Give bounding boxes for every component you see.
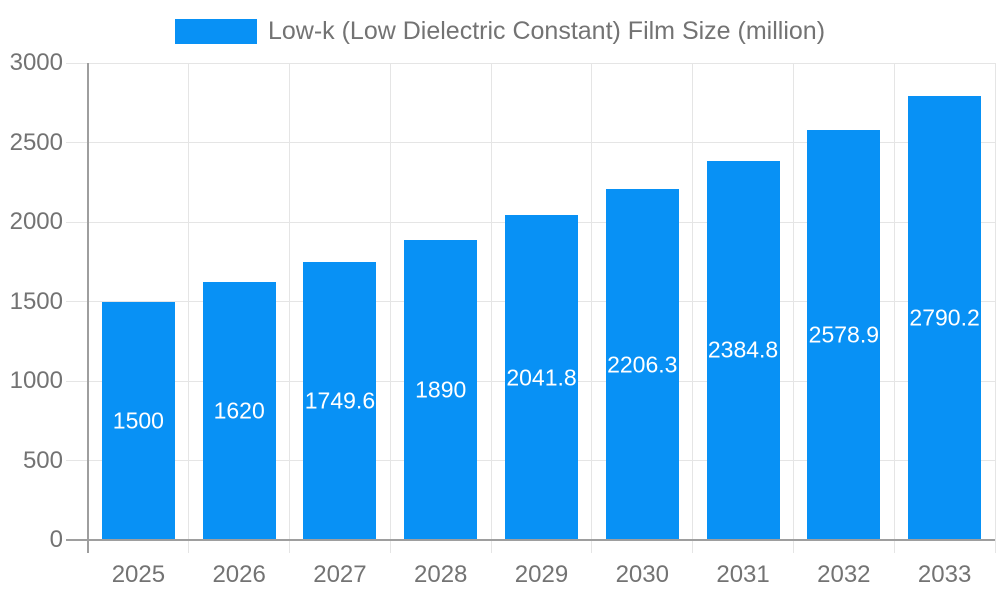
- bar-value-label: 1620: [213, 397, 265, 424]
- v-gridline: [591, 63, 593, 553]
- v-gridline: [994, 63, 996, 553]
- bar-value-label: 2206.3: [607, 351, 678, 378]
- y-tick-label: 2500: [9, 128, 63, 156]
- bar-2025[interactable]: 1500: [101, 301, 175, 540]
- v-gridline: [792, 63, 794, 553]
- plot-area: 1500 1620 1749.6 1890 2041.8 2206.3 2384.8 2578…: [10, 50, 996, 588]
- h-gridline: [66, 62, 995, 64]
- y-axis-line: [87, 63, 89, 553]
- bar-value-label: 2790.2: [909, 304, 980, 331]
- y-tick-label: 1500: [9, 287, 63, 315]
- x-tick-label: 2030: [615, 561, 669, 588]
- bar-value-label: 1749.6: [304, 387, 376, 414]
- bar-value-label: 2578.9: [808, 321, 880, 348]
- v-gridline: [289, 63, 291, 553]
- legend[interactable]: Low-k (Low Dielectric Constant) Film Siz…: [0, 18, 1000, 45]
- x-tick-label: 2028: [414, 561, 468, 588]
- x-tick-label: 2032: [817, 561, 871, 588]
- bar-2028[interactable]: 1890: [404, 239, 478, 540]
- bar-value-label: 1500: [112, 407, 164, 434]
- v-gridline: [490, 63, 492, 553]
- bar-value-label: 2384.8: [707, 336, 779, 363]
- bar-value-label: 2041.8: [506, 364, 577, 391]
- y-tick-label: 2000: [9, 208, 63, 235]
- x-tick-label: 2025: [111, 561, 166, 588]
- x-tick-label: 2026: [212, 561, 266, 588]
- legend-swatch-icon: [174, 19, 257, 44]
- x-tick-label: 2033: [917, 561, 972, 588]
- bar-2027[interactable]: 1749.6: [303, 261, 377, 540]
- v-gridline: [692, 63, 694, 553]
- y-tick-label: 1000: [9, 367, 63, 394]
- y-tick-label: 3000: [9, 49, 63, 76]
- x-tick-label: 2029: [514, 561, 569, 588]
- y-tick-label: 0: [49, 526, 63, 553]
- bar-2029[interactable]: 2041.8: [505, 215, 578, 540]
- v-gridline: [188, 63, 190, 553]
- bar-value-label: 1890: [415, 376, 467, 403]
- bar-2033[interactable]: 2790.2: [908, 96, 982, 540]
- v-gridline: [389, 63, 391, 553]
- x-tick-label: 2031: [716, 561, 770, 588]
- bar-2030[interactable]: 2206.3: [605, 189, 679, 540]
- bar-2032[interactable]: 2578.9: [807, 129, 881, 540]
- v-gridline: [893, 63, 895, 553]
- h-gridline: [66, 142, 995, 143]
- bar-2026[interactable]: 1620: [202, 282, 276, 540]
- legend-label: Low-k (Low Dielectric Constant) Film Siz…: [267, 17, 826, 45]
- x-tick-label: 2027: [313, 561, 367, 588]
- bar-2031[interactable]: 2384.8: [706, 160, 780, 540]
- y-tick-label: 500: [22, 446, 63, 474]
- x-axis-line: [66, 539, 995, 541]
